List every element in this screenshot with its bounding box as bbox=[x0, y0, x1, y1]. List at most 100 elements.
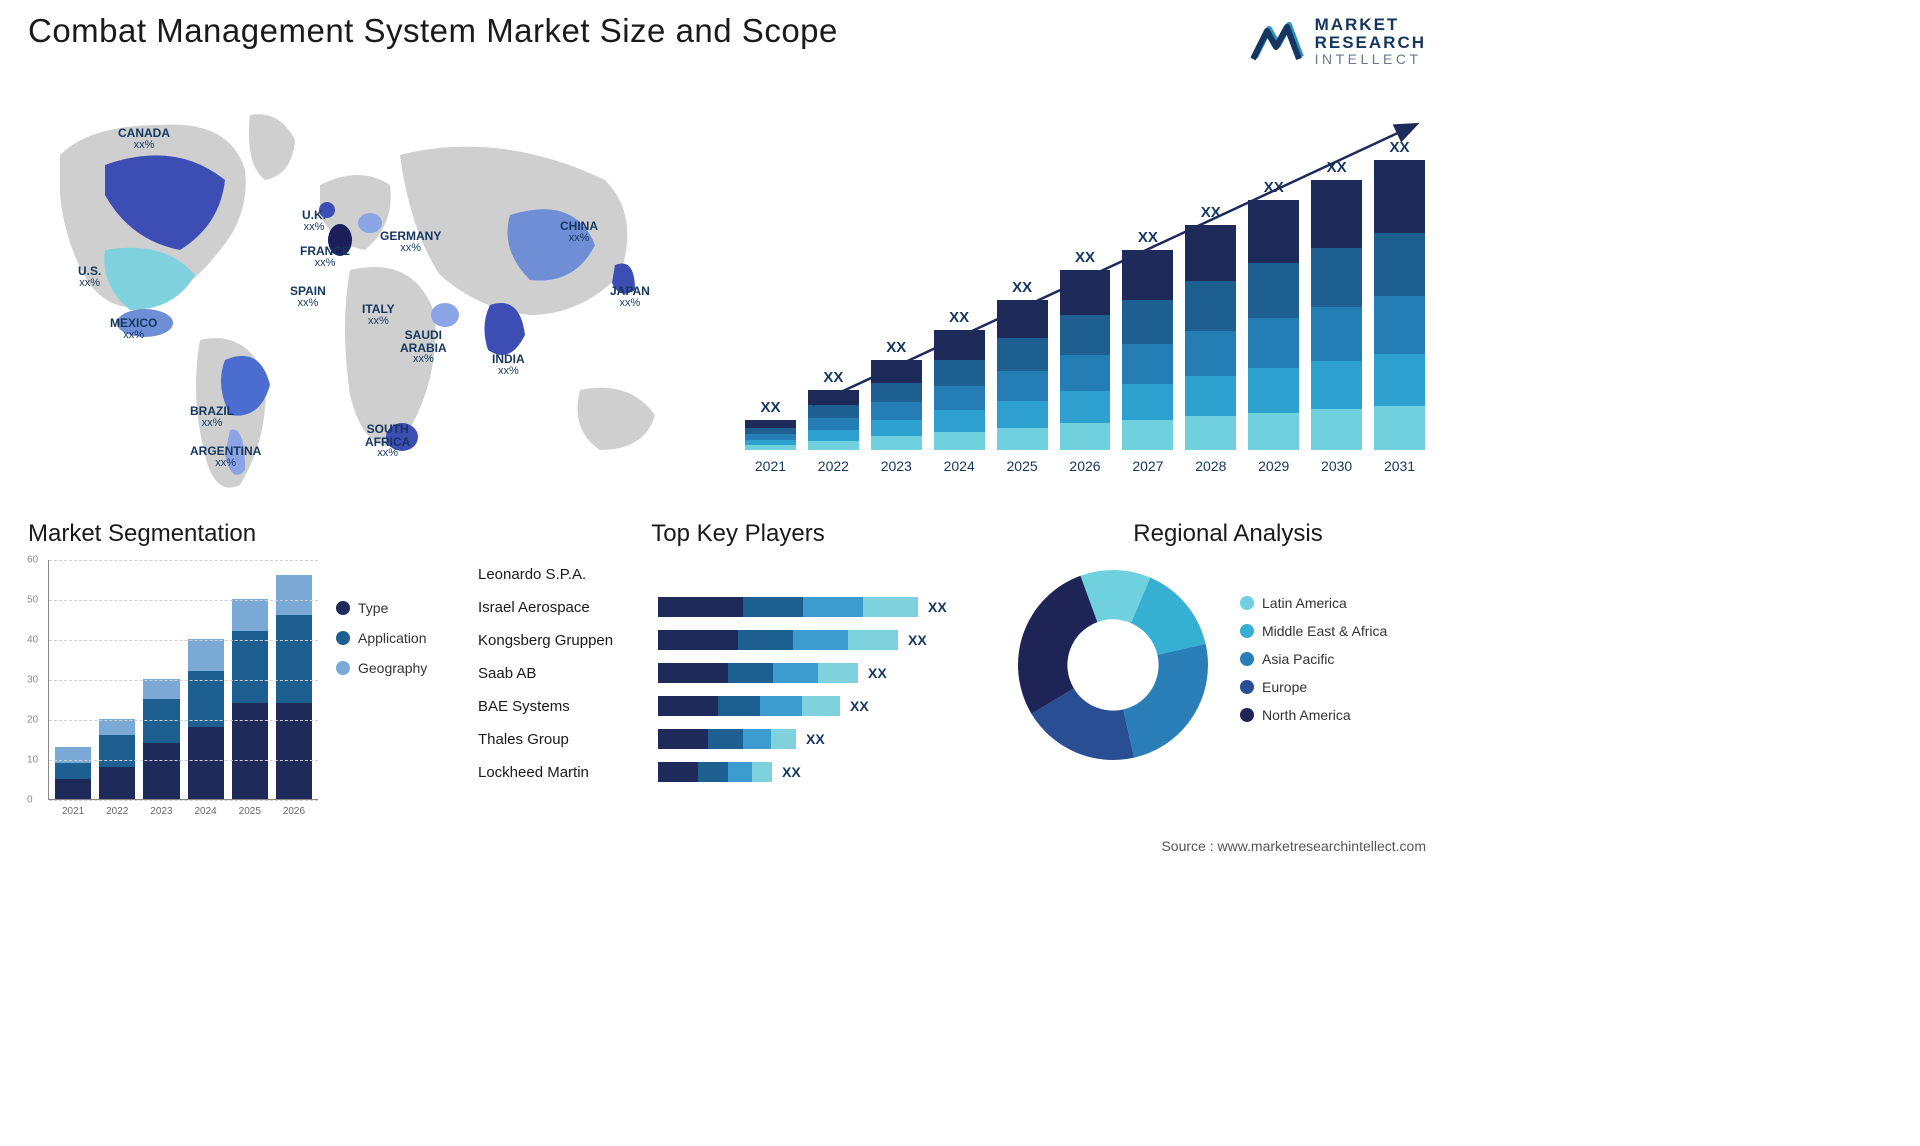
seg-legend-item: Type bbox=[336, 600, 427, 616]
growth-year-label: 2026 bbox=[1060, 458, 1111, 480]
donut-chart bbox=[1008, 560, 1218, 770]
growth-year-label: 2023 bbox=[871, 458, 922, 480]
map-label: CHINAxx% bbox=[560, 220, 598, 244]
growth-bar-label: XX bbox=[949, 309, 969, 326]
seg-legend-item: Application bbox=[336, 630, 427, 646]
seg-bar bbox=[143, 679, 179, 799]
growth-bar: XX bbox=[1311, 159, 1362, 450]
map-label: U.K.xx% bbox=[302, 209, 326, 233]
tkp-row: Thales GroupXX bbox=[478, 725, 998, 753]
map-label: ITALYxx% bbox=[362, 303, 395, 327]
tkp-title: Top Key Players bbox=[478, 520, 998, 548]
map-label: MEXICOxx% bbox=[110, 317, 157, 341]
donut-legend-item: Europe bbox=[1240, 679, 1387, 695]
seg-legend-label: Geography bbox=[358, 660, 427, 676]
seg-ytick: 50 bbox=[27, 595, 38, 606]
growth-bar-label: XX bbox=[823, 369, 843, 386]
growth-year-label: 2022 bbox=[808, 458, 859, 480]
growth-bar-label: XX bbox=[1390, 139, 1410, 156]
tkp-bar bbox=[658, 696, 840, 716]
seg-bar bbox=[276, 575, 312, 799]
seg-year-label: 2021 bbox=[55, 806, 91, 817]
growth-year-label: 2024 bbox=[934, 458, 985, 480]
tkp-bar bbox=[658, 729, 796, 749]
top-key-players-panel: Top Key Players Leonardo S.P.A. Israel Ae… bbox=[478, 520, 998, 810]
seg-ytick: 40 bbox=[27, 635, 38, 646]
map-label: BRAZILxx% bbox=[190, 405, 234, 429]
donut-legend-item: Latin America bbox=[1240, 595, 1387, 611]
donut-legend-item: North America bbox=[1240, 707, 1387, 723]
growth-bar: XX bbox=[808, 369, 859, 450]
growth-year-label: 2021 bbox=[745, 458, 796, 480]
seg-legend-item: Geography bbox=[336, 660, 427, 676]
seg-legend-label: Type bbox=[358, 600, 388, 616]
map-label: GERMANYxx% bbox=[380, 230, 441, 254]
tkp-row: Leonardo S.P.A. bbox=[478, 560, 998, 588]
tkp-row: Kongsberg GruppenXX bbox=[478, 626, 998, 654]
tkp-value: XX bbox=[868, 665, 887, 681]
growth-chart: XXXXXXXXXXXXXXXXXXXXXX 20212022202320242… bbox=[745, 100, 1425, 480]
map-label: CANADAxx% bbox=[118, 127, 170, 151]
map-label: SAUDIARABIAxx% bbox=[400, 329, 447, 366]
tkp-value: XX bbox=[850, 698, 869, 714]
growth-year-label: 2025 bbox=[997, 458, 1048, 480]
brand-logo: MARKET RESEARCH INTELLECT bbox=[1251, 16, 1426, 66]
map-label: FRANCExx% bbox=[300, 245, 350, 269]
tkp-row: Saab AB XX bbox=[478, 659, 998, 687]
map-label: INDIAxx% bbox=[492, 353, 525, 377]
logo-line-2: RESEARCH bbox=[1315, 34, 1426, 52]
logo-line-1: MARKET bbox=[1315, 16, 1426, 34]
segmentation-panel: Market Segmentation 20212022202320242025… bbox=[28, 520, 468, 810]
donut-legend-label: North America bbox=[1262, 707, 1351, 723]
growth-year-label: 2028 bbox=[1185, 458, 1236, 480]
tkp-name: Israel Aerospace bbox=[478, 599, 658, 616]
panels-row: Market Segmentation 20212022202320242025… bbox=[28, 520, 1426, 810]
source-text: Source : www.marketresearchintellect.com bbox=[1161, 838, 1426, 854]
tkp-value: XX bbox=[928, 599, 947, 615]
regional-title: Regional Analysis bbox=[1008, 520, 1448, 548]
donut-legend-label: Middle East & Africa bbox=[1262, 623, 1387, 639]
growth-bar-label: XX bbox=[760, 399, 780, 416]
growth-bar: XX bbox=[871, 339, 922, 450]
growth-bar: XX bbox=[997, 279, 1048, 450]
growth-year-label: 2030 bbox=[1311, 458, 1362, 480]
seg-ytick: 20 bbox=[27, 715, 38, 726]
segmentation-title: Market Segmentation bbox=[28, 520, 468, 548]
donut-legend-label: Europe bbox=[1262, 679, 1307, 695]
map-label: SOUTHAFRICAxx% bbox=[365, 423, 410, 460]
tkp-bar bbox=[658, 597, 918, 617]
tkp-name: BAE Systems bbox=[478, 698, 658, 715]
growth-year-label: 2031 bbox=[1374, 458, 1425, 480]
seg-year-label: 2026 bbox=[276, 806, 312, 817]
seg-bar bbox=[99, 719, 135, 799]
seg-year-label: 2023 bbox=[143, 806, 179, 817]
growth-bar-label: XX bbox=[1012, 279, 1032, 296]
growth-bar: XX bbox=[1248, 179, 1299, 450]
map-label: SPAINxx% bbox=[290, 285, 326, 309]
tkp-name: Saab AB bbox=[478, 665, 658, 682]
growth-bar: XX bbox=[745, 399, 796, 450]
seg-bar bbox=[188, 639, 224, 799]
growth-bar-label: XX bbox=[1138, 229, 1158, 246]
donut-legend-item: Asia Pacific bbox=[1240, 651, 1387, 667]
growth-year-label: 2027 bbox=[1122, 458, 1173, 480]
seg-year-label: 2024 bbox=[188, 806, 224, 817]
donut-legend-item: Middle East & Africa bbox=[1240, 623, 1387, 639]
tkp-name: Leonardo S.P.A. bbox=[478, 566, 658, 583]
growth-bar-label: XX bbox=[1264, 179, 1284, 196]
logo-text: MARKET RESEARCH INTELLECT bbox=[1315, 16, 1426, 66]
seg-ytick: 0 bbox=[27, 795, 33, 806]
tkp-bar bbox=[658, 762, 772, 782]
seg-bar bbox=[232, 599, 268, 799]
tkp-name: Lockheed Martin bbox=[478, 764, 658, 781]
map-label: JAPANxx% bbox=[610, 285, 650, 309]
map-label: U.S.xx% bbox=[78, 265, 101, 289]
tkp-row: Lockheed MartinXX bbox=[478, 758, 998, 786]
segmentation-legend: Type Application Geography bbox=[336, 600, 427, 810]
seg-ytick: 10 bbox=[27, 755, 38, 766]
logo-swoosh-icon bbox=[1251, 17, 1305, 65]
growth-bar-label: XX bbox=[1327, 159, 1347, 176]
tkp-value: XX bbox=[908, 632, 927, 648]
segmentation-chart: 202120222023202420252026 0102030405060 T… bbox=[28, 560, 468, 810]
growth-year-label: 2029 bbox=[1248, 458, 1299, 480]
